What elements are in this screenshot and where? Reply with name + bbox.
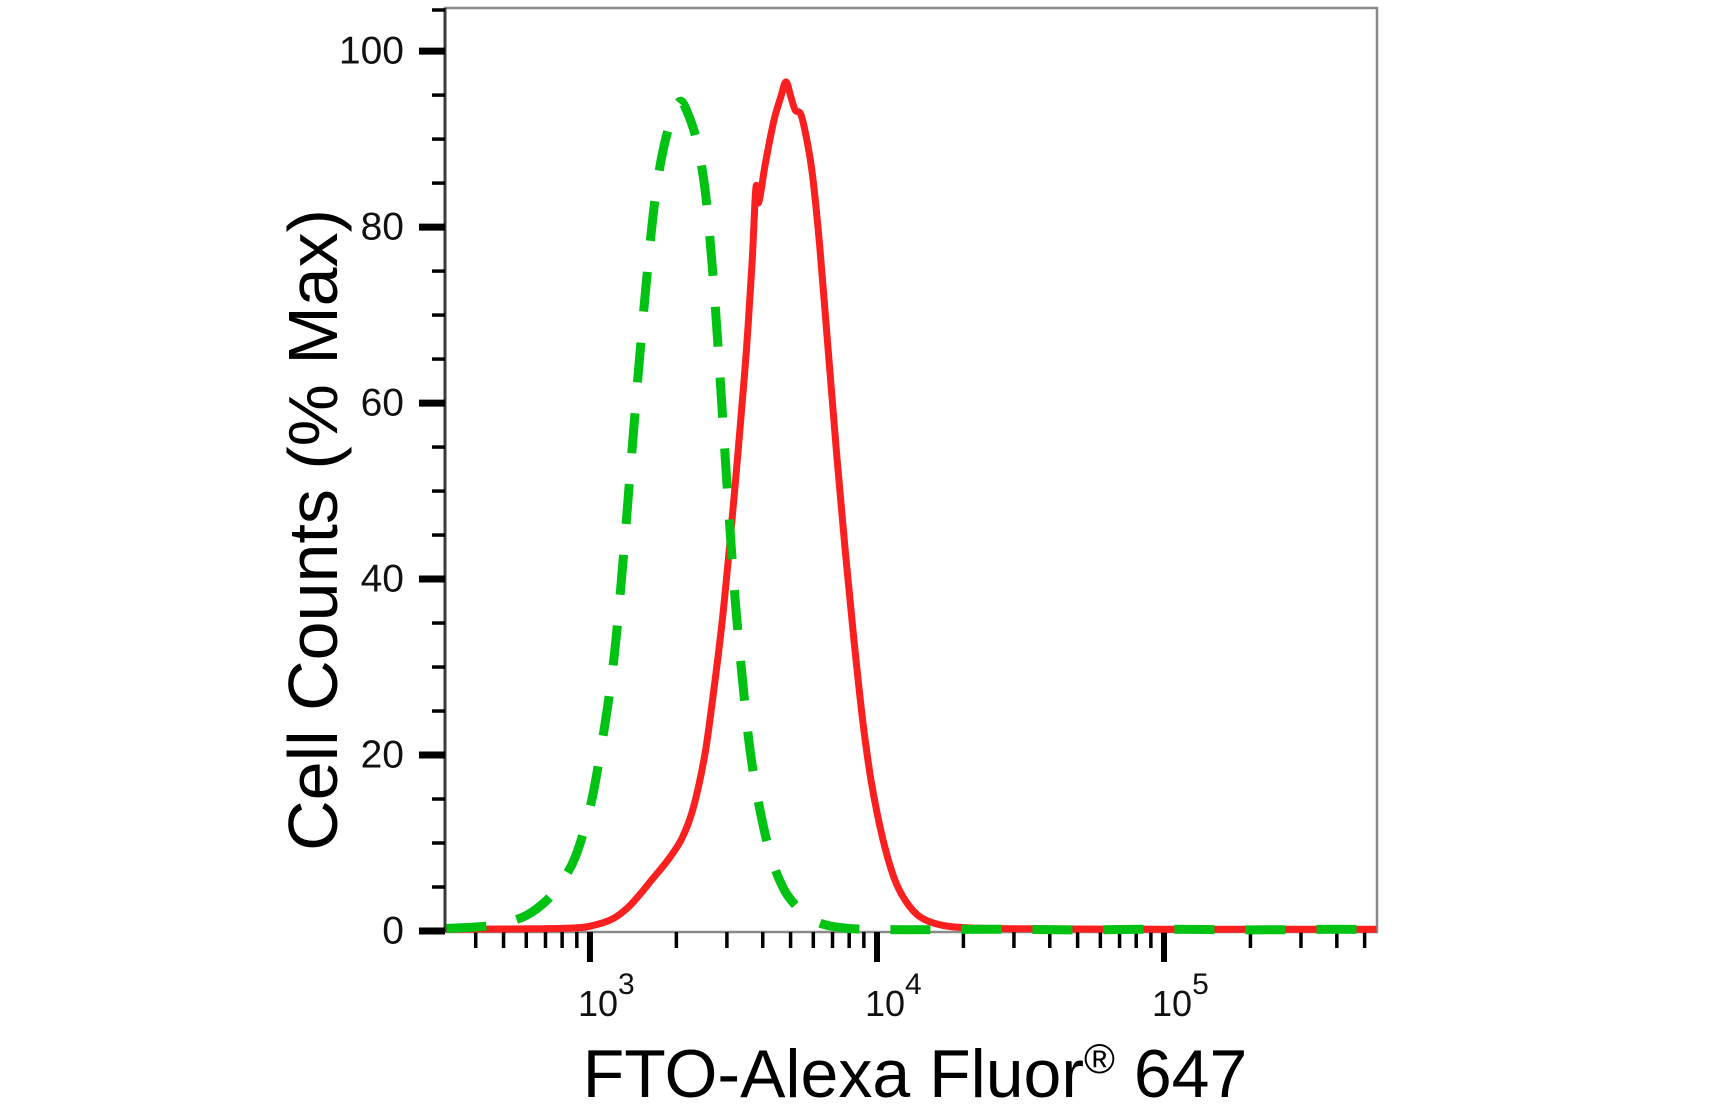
plot-box [443,6,1379,934]
x-axis-title-suffix: 647 [1114,1036,1248,1112]
y-tick-label: 0 [382,910,404,953]
x-axis-title: FTO-Alexa Fluor® 647 [583,1035,1248,1113]
registered-trademark-icon: ® [1084,1035,1115,1082]
y-tick-label: 60 [361,382,404,425]
y-tick-label: 40 [361,558,404,601]
y-axis-title: Cell Counts (% Max) [274,209,352,851]
x-tick-label: 104 [865,968,922,1024]
x-tick-label: 103 [578,968,635,1024]
y-tick-label: 20 [361,734,404,777]
green-dashed-curve [446,96,1374,935]
x-axis-title-main: FTO-Alexa Fluor [582,1036,1084,1112]
y-tick-label: 80 [361,206,404,249]
x-tick-label: 105 [1152,968,1209,1024]
red-solid-curve [446,78,1377,933]
y-tick-label: 100 [339,30,404,73]
